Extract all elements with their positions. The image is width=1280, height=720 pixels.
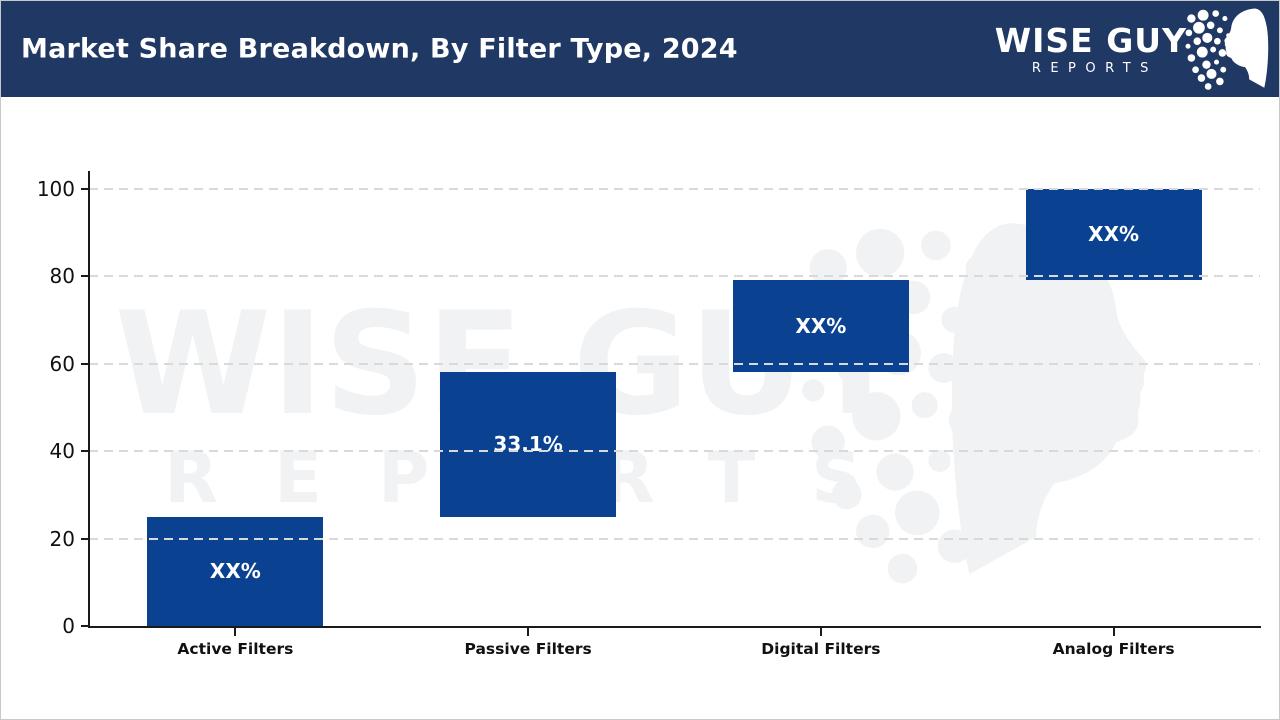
logo-wordmark: WISE GUY <box>994 21 1187 60</box>
y-tick-label-40: 40 <box>49 439 75 463</box>
wise-guy-reports-logo: WISE GUY REPORTS <box>995 1 1275 97</box>
gridline-80 <box>89 275 1260 277</box>
y-tick-mark-20 <box>81 537 89 540</box>
y-tick-label-60: 60 <box>49 351 75 376</box>
y-tick-mark-60 <box>81 362 89 365</box>
bar-active-filters: XX% <box>147 516 324 626</box>
x-category-label-0: Active Filters <box>177 640 294 658</box>
x-category-label-1: Passive Filters <box>464 640 592 658</box>
logo-text: WISE GUY REPORTS <box>995 21 1187 76</box>
y-tick-mark-40 <box>81 450 89 452</box>
y-tick-label-20: 20 <box>49 526 75 551</box>
y-axis-line <box>88 171 90 628</box>
bar-digital-filters: XX% <box>732 279 909 372</box>
y-tick-mark-80 <box>81 275 89 277</box>
header-banner: Market Share Breakdown, By Filter Type, … <box>1 1 1279 97</box>
logo-subtitle: REPORTS <box>1031 61 1158 76</box>
logo-face-icon <box>1185 8 1269 90</box>
waterfall-chart: WISE GUY REPORTS XX%33.1%XX%XX% 02040608… <box>1 97 1279 719</box>
bar-value-label: 33.1% <box>493 432 563 457</box>
x-axis-line <box>88 626 1261 628</box>
chart-title: Market Share Breakdown, By Filter Type, … <box>21 33 738 65</box>
gridline-60 <box>89 362 1260 365</box>
y-tick-label-0: 0 <box>62 614 75 638</box>
x-category-label-2: Digital Filters <box>761 640 881 658</box>
bar-value-label: XX% <box>1088 222 1140 246</box>
gridline-20 <box>89 537 1260 540</box>
gridline-40 <box>89 450 1260 452</box>
gridline-100 <box>89 187 1260 190</box>
y-tick-label-100: 100 <box>36 176 75 201</box>
y-tick-mark-100 <box>81 187 89 190</box>
bar-passive-filters: 33.1% <box>440 371 617 517</box>
x-tick-mark-0 <box>234 628 237 636</box>
bar-value-label: XX% <box>209 559 261 584</box>
x-tick-mark-3 <box>1112 628 1115 636</box>
y-tick-mark-0 <box>81 625 89 627</box>
bar-value-label: XX% <box>795 313 847 338</box>
bar-analog-filters: XX% <box>1025 188 1202 280</box>
x-tick-mark-1 <box>527 628 530 636</box>
x-category-label-3: Analog Filters <box>1052 640 1175 658</box>
x-tick-mark-2 <box>819 628 822 636</box>
y-tick-label-80: 80 <box>49 264 75 288</box>
